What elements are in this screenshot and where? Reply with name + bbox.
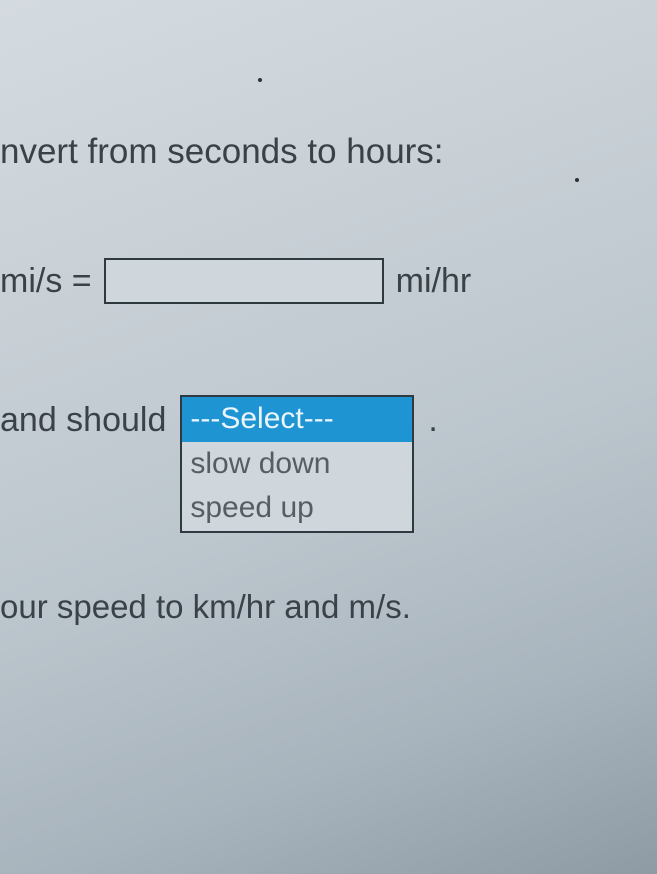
select-row: and should ---Select--- slow down speed … xyxy=(0,395,438,533)
select-left-label: and should xyxy=(0,395,166,440)
select-trailing-dot: . xyxy=(428,395,437,440)
equation-row: mi/s = mi/hr xyxy=(0,258,471,304)
dropdown-placeholder[interactable]: ---Select--- xyxy=(182,397,412,442)
conversion-input[interactable] xyxy=(104,258,384,304)
equation-right-label: mi/hr xyxy=(396,262,472,301)
footer-text: our speed to km/hr and m/s. xyxy=(0,588,411,626)
dust-speck xyxy=(575,178,579,182)
action-dropdown[interactable]: ---Select--- slow down speed up xyxy=(180,395,414,533)
heading-text: nvert from seconds to hours: xyxy=(0,132,444,172)
equation-left-label: mi/s = xyxy=(0,262,92,301)
dust-speck xyxy=(258,78,262,82)
dropdown-option[interactable]: speed up xyxy=(182,486,412,531)
dropdown-option[interactable]: slow down xyxy=(182,442,412,487)
